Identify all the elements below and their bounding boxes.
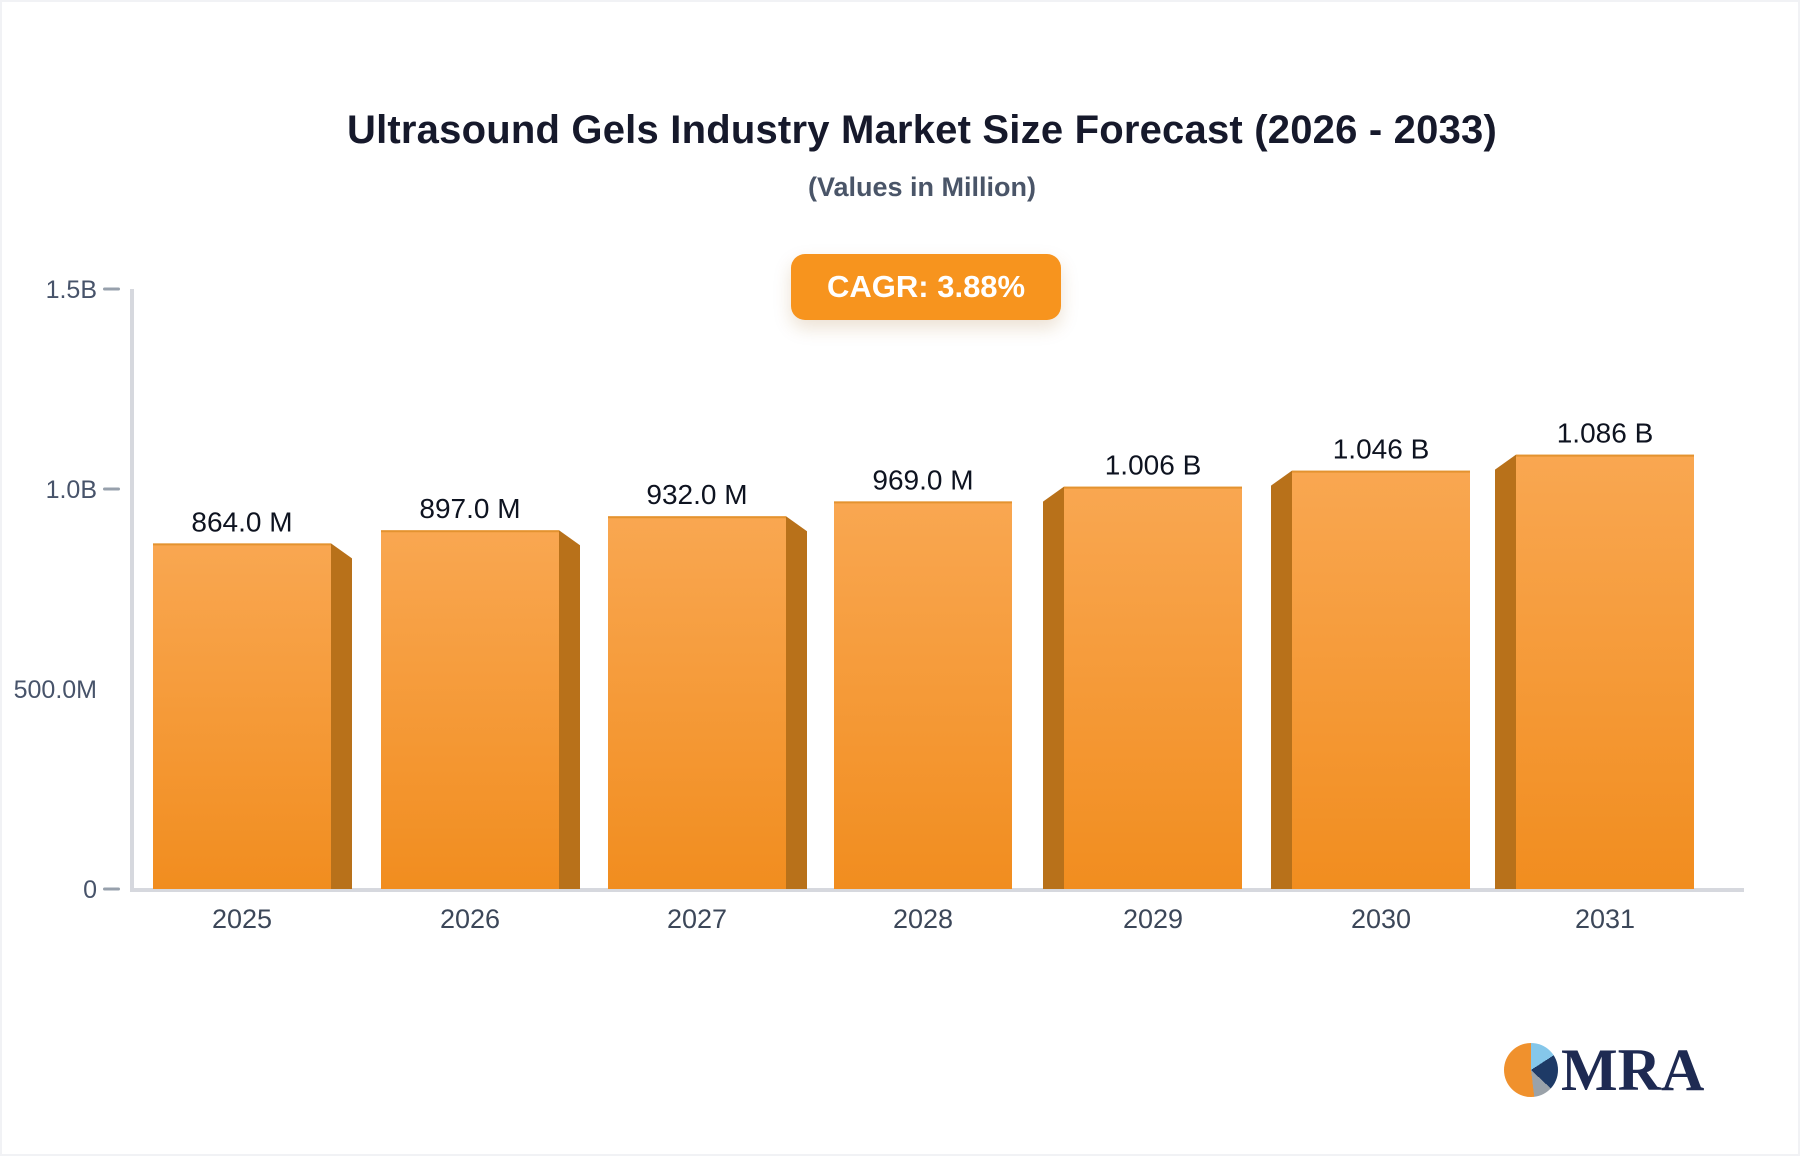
- chart-title: Ultrasound Gels Industry Market Size For…: [347, 108, 1497, 152]
- bar-front-face: [1064, 486, 1242, 889]
- y-tick-label: 1.0B: [46, 476, 97, 504]
- y-tick-mark: [103, 287, 120, 291]
- y-tick-label: 1.5B: [46, 276, 97, 304]
- y-tick-mark: [103, 887, 120, 891]
- bar-value-label: 1.086 B: [1557, 418, 1654, 449]
- bar-side-face: [1271, 470, 1292, 889]
- bar-2028: [834, 501, 1012, 889]
- bar-value-label: 1.046 B: [1333, 434, 1430, 465]
- cagr-badge: CAGR: 3.88%: [791, 254, 1062, 320]
- x-axis-category-label: 2030: [1351, 904, 1411, 934]
- bar-value-label: 897.0 M: [419, 493, 520, 524]
- logo-text: MRA: [1561, 1037, 1705, 1103]
- bar-side-face: [1043, 486, 1064, 889]
- x-axis-category-label: 2029: [1123, 904, 1183, 934]
- pie-chart-logo-icon: [1504, 1043, 1558, 1097]
- bar-2026: [381, 530, 580, 889]
- bar-side-face: [786, 516, 807, 889]
- x-axis-category-label: 2027: [667, 904, 727, 934]
- bar-value-label: 1.006 B: [1105, 450, 1202, 481]
- y-tick-label: 0: [83, 876, 97, 904]
- x-axis-category-label: 2025: [212, 904, 272, 934]
- bar-2029: [1043, 486, 1242, 889]
- bar-side-face: [559, 530, 580, 889]
- bar-front-face: [834, 501, 1012, 889]
- x-axis-category-label: 2031: [1575, 904, 1635, 934]
- bar-front-face: [1292, 470, 1470, 889]
- bar-2025: [153, 543, 352, 889]
- bar-value-label: 932.0 M: [646, 479, 747, 510]
- chart-subtitle: (Values in Million): [807, 172, 1037, 202]
- bar-value-label: 969.0 M: [872, 464, 973, 495]
- bar-2027: [608, 516, 807, 889]
- y-tick-mark: [103, 487, 120, 491]
- x-axis-line: [130, 888, 1744, 892]
- bar-side-face: [1495, 454, 1516, 889]
- bar-value-label: 864.0 M: [191, 506, 292, 537]
- bar-2031: [1495, 454, 1694, 889]
- bar-front-face: [381, 530, 559, 889]
- mra-logo: MRA: [1504, 1040, 1704, 1100]
- bar-front-face: [153, 543, 331, 889]
- bar-side-face: [331, 543, 352, 889]
- bar-2030: [1271, 470, 1470, 889]
- bar-front-face: [608, 516, 786, 889]
- y-axis-line: [130, 289, 134, 891]
- bar-front-face: [1516, 454, 1694, 889]
- y-tick-label: 500.0M: [14, 676, 97, 704]
- x-axis-category-label: 2028: [893, 904, 953, 934]
- x-axis-category-label: 2026: [440, 904, 500, 934]
